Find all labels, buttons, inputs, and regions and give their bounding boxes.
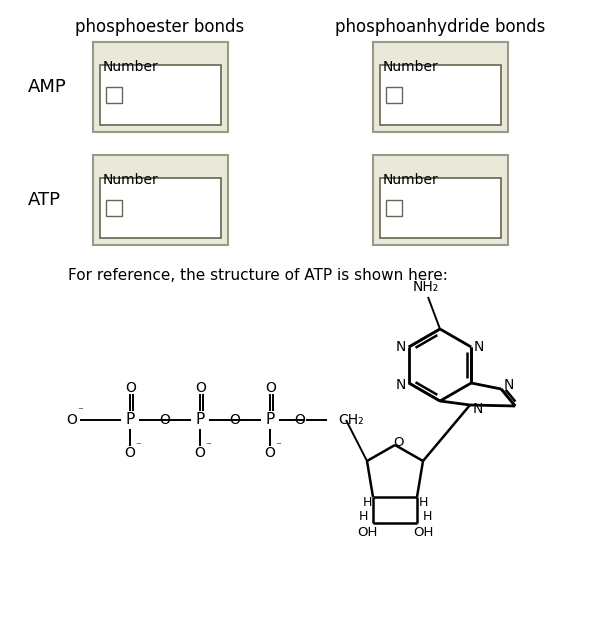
Text: N: N: [504, 378, 514, 392]
Text: N: N: [396, 340, 406, 354]
Text: N: N: [474, 340, 485, 354]
Text: ⁻: ⁻: [77, 406, 83, 416]
Bar: [372, 42, 508, 132]
Text: H: H: [423, 511, 432, 524]
Text: phosphoester bonds: phosphoester bonds: [75, 18, 244, 36]
Text: O: O: [195, 381, 206, 395]
Text: P: P: [125, 413, 135, 428]
Text: Number: Number: [383, 173, 438, 187]
Bar: [100, 178, 221, 238]
Text: Number: Number: [383, 60, 438, 74]
Bar: [380, 65, 501, 125]
Bar: [100, 65, 221, 125]
Text: O: O: [67, 413, 77, 427]
Text: O: O: [294, 413, 305, 427]
Bar: [92, 42, 228, 132]
Text: ⁻: ⁻: [205, 441, 211, 451]
Text: O: O: [265, 446, 275, 460]
Text: Number: Number: [103, 173, 159, 187]
Text: ⁻: ⁻: [135, 441, 141, 451]
Text: O: O: [394, 436, 404, 450]
Text: P: P: [265, 413, 275, 428]
Text: H: H: [358, 511, 368, 524]
Text: H: H: [362, 495, 372, 509]
Text: ⁻: ⁻: [275, 441, 281, 451]
Text: N: N: [396, 378, 406, 392]
Bar: [372, 155, 508, 245]
Bar: [380, 178, 501, 238]
Text: CH₂: CH₂: [338, 413, 364, 427]
Text: OH: OH: [413, 526, 433, 539]
Text: Number: Number: [103, 60, 159, 74]
Bar: [386, 200, 402, 216]
Bar: [92, 155, 228, 245]
Bar: [105, 87, 122, 103]
Text: OH: OH: [357, 526, 377, 539]
Text: O: O: [125, 446, 135, 460]
Text: For reference, the structure of ATP is shown here:: For reference, the structure of ATP is s…: [68, 268, 448, 283]
Text: phosphoanhydride bonds: phosphoanhydride bonds: [335, 18, 545, 36]
Text: O: O: [194, 446, 206, 460]
Text: O: O: [126, 381, 136, 395]
Text: NH₂: NH₂: [413, 280, 439, 294]
Text: P: P: [195, 413, 204, 428]
Text: AMP: AMP: [28, 78, 67, 96]
Bar: [105, 200, 122, 216]
Bar: [386, 87, 402, 103]
Text: N: N: [473, 402, 483, 416]
Text: O: O: [160, 413, 170, 427]
Text: O: O: [229, 413, 240, 427]
Text: H: H: [418, 495, 428, 509]
Text: ATP: ATP: [28, 191, 61, 209]
Text: O: O: [266, 381, 277, 395]
